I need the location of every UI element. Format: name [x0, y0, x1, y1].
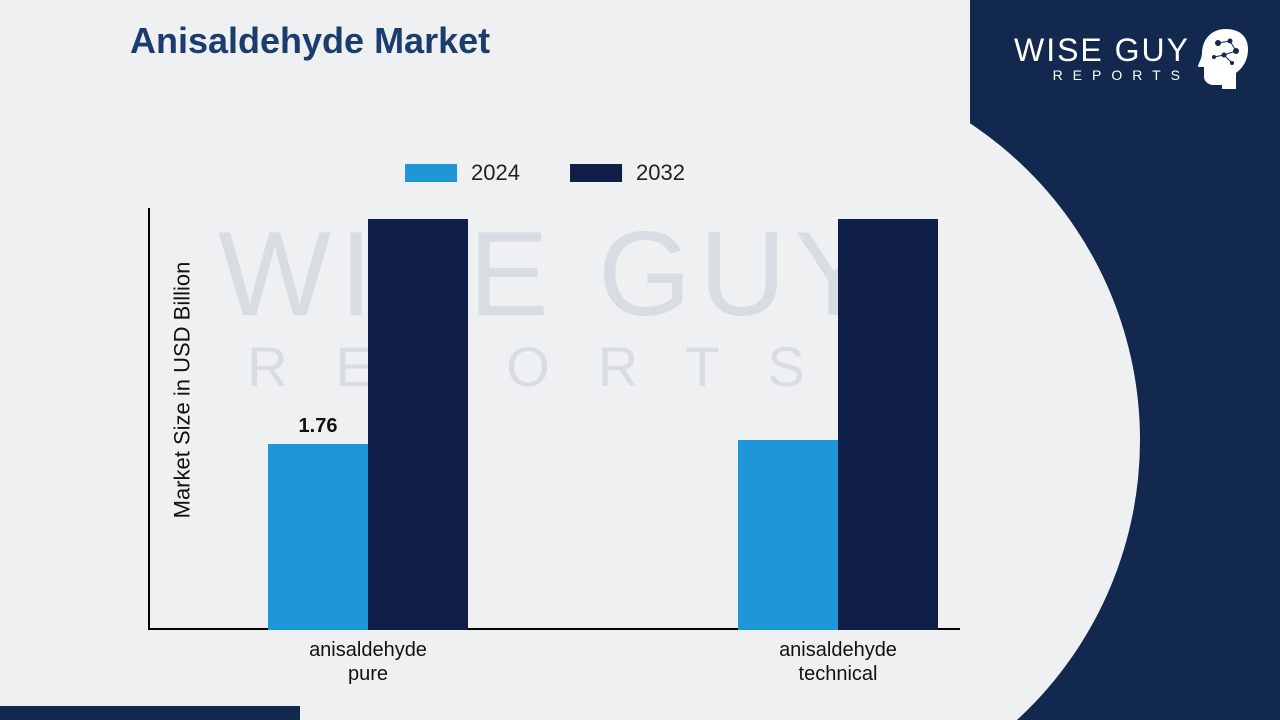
bar-groups: 1.76anisaldehyde pureanisaldehyde techni… — [148, 208, 960, 630]
legend-label: 2024 — [471, 160, 520, 186]
legend: 2024 2032 — [405, 160, 685, 186]
chart-title: Anisaldehyde Market — [130, 20, 490, 62]
category-label: anisaldehyde pure — [309, 638, 427, 686]
bottom-strip — [0, 706, 300, 720]
brand-main: WISE GUY — [1014, 34, 1190, 66]
head-icon — [1196, 27, 1250, 89]
legend-item: 2024 — [405, 160, 520, 186]
brand-sub: REPORTS — [1014, 68, 1190, 82]
legend-label: 2032 — [636, 160, 685, 186]
bar — [268, 444, 368, 630]
plot-area: 2024 2032 1.76anisaldehyde pureanisaldehy… — [110, 160, 980, 630]
legend-swatch — [570, 164, 622, 182]
canvas: WISE GUY REPORTS Anisaldehyde Market WIS… — [0, 0, 1280, 720]
legend-swatch — [405, 164, 457, 182]
bar — [368, 219, 468, 630]
brand-logo: WISE GUY REPORTS — [990, 18, 1250, 98]
bar — [838, 219, 938, 630]
bar — [738, 440, 838, 630]
category-label: anisaldehyde technical — [779, 638, 897, 686]
legend-item: 2032 — [570, 160, 685, 186]
bar-value-label: 1.76 — [268, 415, 368, 438]
